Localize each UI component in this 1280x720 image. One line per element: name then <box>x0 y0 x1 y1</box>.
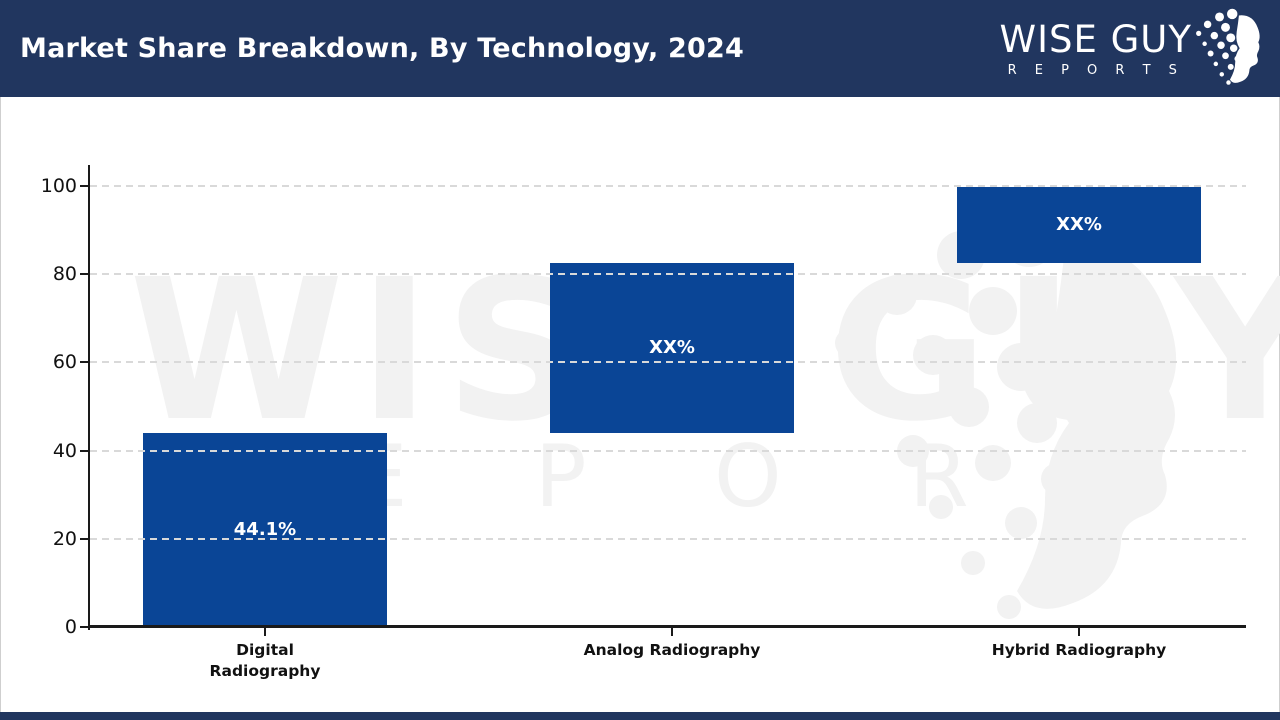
y-tick-label: 100 <box>40 175 77 197</box>
y-tick <box>80 537 88 540</box>
gridline <box>90 361 1246 364</box>
category-label: Digital Radiography <box>209 641 321 681</box>
bar-value-label: XX% <box>1056 213 1102 235</box>
y-axis <box>88 165 90 630</box>
y-tick-label: 40 <box>52 439 77 462</box>
bar-segment <box>957 186 1201 263</box>
header: Market Share Breakdown, By Technology, 2… <box>0 0 1280 97</box>
y-tick <box>80 626 88 628</box>
brand-tagline: R E P O R T S <box>1007 62 1184 78</box>
y-tick <box>80 185 88 187</box>
bar-value-label: 44.1% <box>233 518 297 540</box>
gridline <box>90 537 1246 540</box>
bar-segment <box>143 432 387 627</box>
x-axis <box>88 625 1246 628</box>
x-tick <box>264 628 266 636</box>
gridline <box>90 273 1246 276</box>
x-tick <box>1078 628 1080 636</box>
category-label: Hybrid Radiography <box>991 641 1167 659</box>
brand-head-icon <box>1196 8 1260 85</box>
x-tick <box>671 628 673 636</box>
y-tick-label: 20 <box>52 527 77 550</box>
brand-name: WISE GUY <box>999 17 1192 61</box>
chart-area: WISE GUY R E P O R T S 02040608010044.1%… <box>0 97 1280 712</box>
y-tick <box>80 361 88 364</box>
y-tick <box>80 273 88 276</box>
category-label: Analog Radiography <box>583 641 761 659</box>
y-tick-label: 60 <box>52 351 77 374</box>
bar-segment <box>550 262 794 433</box>
gridline <box>90 449 1246 452</box>
footer-bar <box>0 712 1280 720</box>
brand-logo: WISE GUY R E P O R T S <box>1000 8 1266 90</box>
y-tick <box>80 449 88 452</box>
bar-value-label: XX% <box>649 336 695 358</box>
gridline <box>90 185 1246 187</box>
brand-logo-text: WISE GUY R E P O R T S <box>1000 21 1192 77</box>
y-tick-label: 80 <box>52 263 77 286</box>
page-title: Market Share Breakdown, By Technology, 2… <box>20 33 745 64</box>
y-tick-label: 0 <box>64 616 77 638</box>
